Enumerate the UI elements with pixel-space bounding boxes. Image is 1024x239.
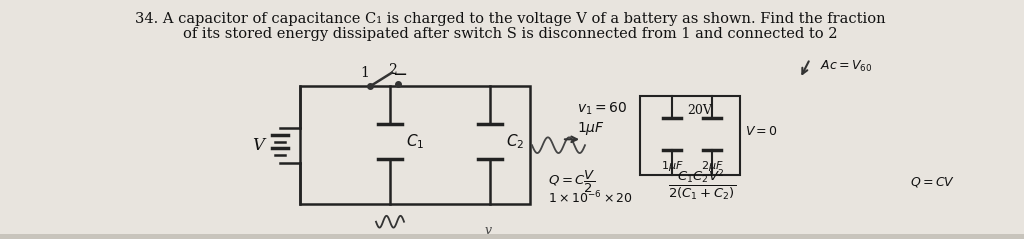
Text: $v_1=60$: $v_1=60$ <box>577 101 628 117</box>
Text: 2: 2 <box>388 63 396 76</box>
Text: $1\mu F$: $1\mu F$ <box>660 159 683 173</box>
Text: $Ac=V_{60}$: $Ac=V_{60}$ <box>820 59 872 74</box>
Text: 34. A capacitor of capacitance C₁ is charged to the voltage V of a battery as sh: 34. A capacitor of capacitance C₁ is cha… <box>135 12 886 26</box>
Text: v: v <box>484 224 492 237</box>
Text: 1: 1 <box>360 66 370 81</box>
Bar <box>300 86 530 204</box>
Text: $C_1$: $C_1$ <box>406 132 424 151</box>
Text: 20V: 20V <box>687 104 713 117</box>
Text: V: V <box>252 137 264 154</box>
Text: $2\mu F$: $2\mu F$ <box>700 159 723 173</box>
Text: $\dfrac{C_1C_2V^2}{2(C_1+C_2)}$: $\dfrac{C_1C_2V^2}{2(C_1+C_2)}$ <box>668 167 736 202</box>
Text: −: − <box>392 65 408 84</box>
Bar <box>640 96 740 175</box>
Text: $C_2$: $C_2$ <box>506 132 524 151</box>
Text: $1\mu F$: $1\mu F$ <box>577 120 605 137</box>
Text: $1\times10^{-6}\times20$: $1\times10^{-6}\times20$ <box>548 189 633 206</box>
Text: of its stored energy dissipated after switch S is disconnected from 1 and connec: of its stored energy dissipated after sw… <box>182 27 838 42</box>
Text: $Q=CV$: $Q=CV$ <box>910 175 955 189</box>
Text: $V=0$: $V=0$ <box>745 125 778 138</box>
Text: $Q = C\dfrac{V}{2}$: $Q = C\dfrac{V}{2}$ <box>548 169 596 195</box>
